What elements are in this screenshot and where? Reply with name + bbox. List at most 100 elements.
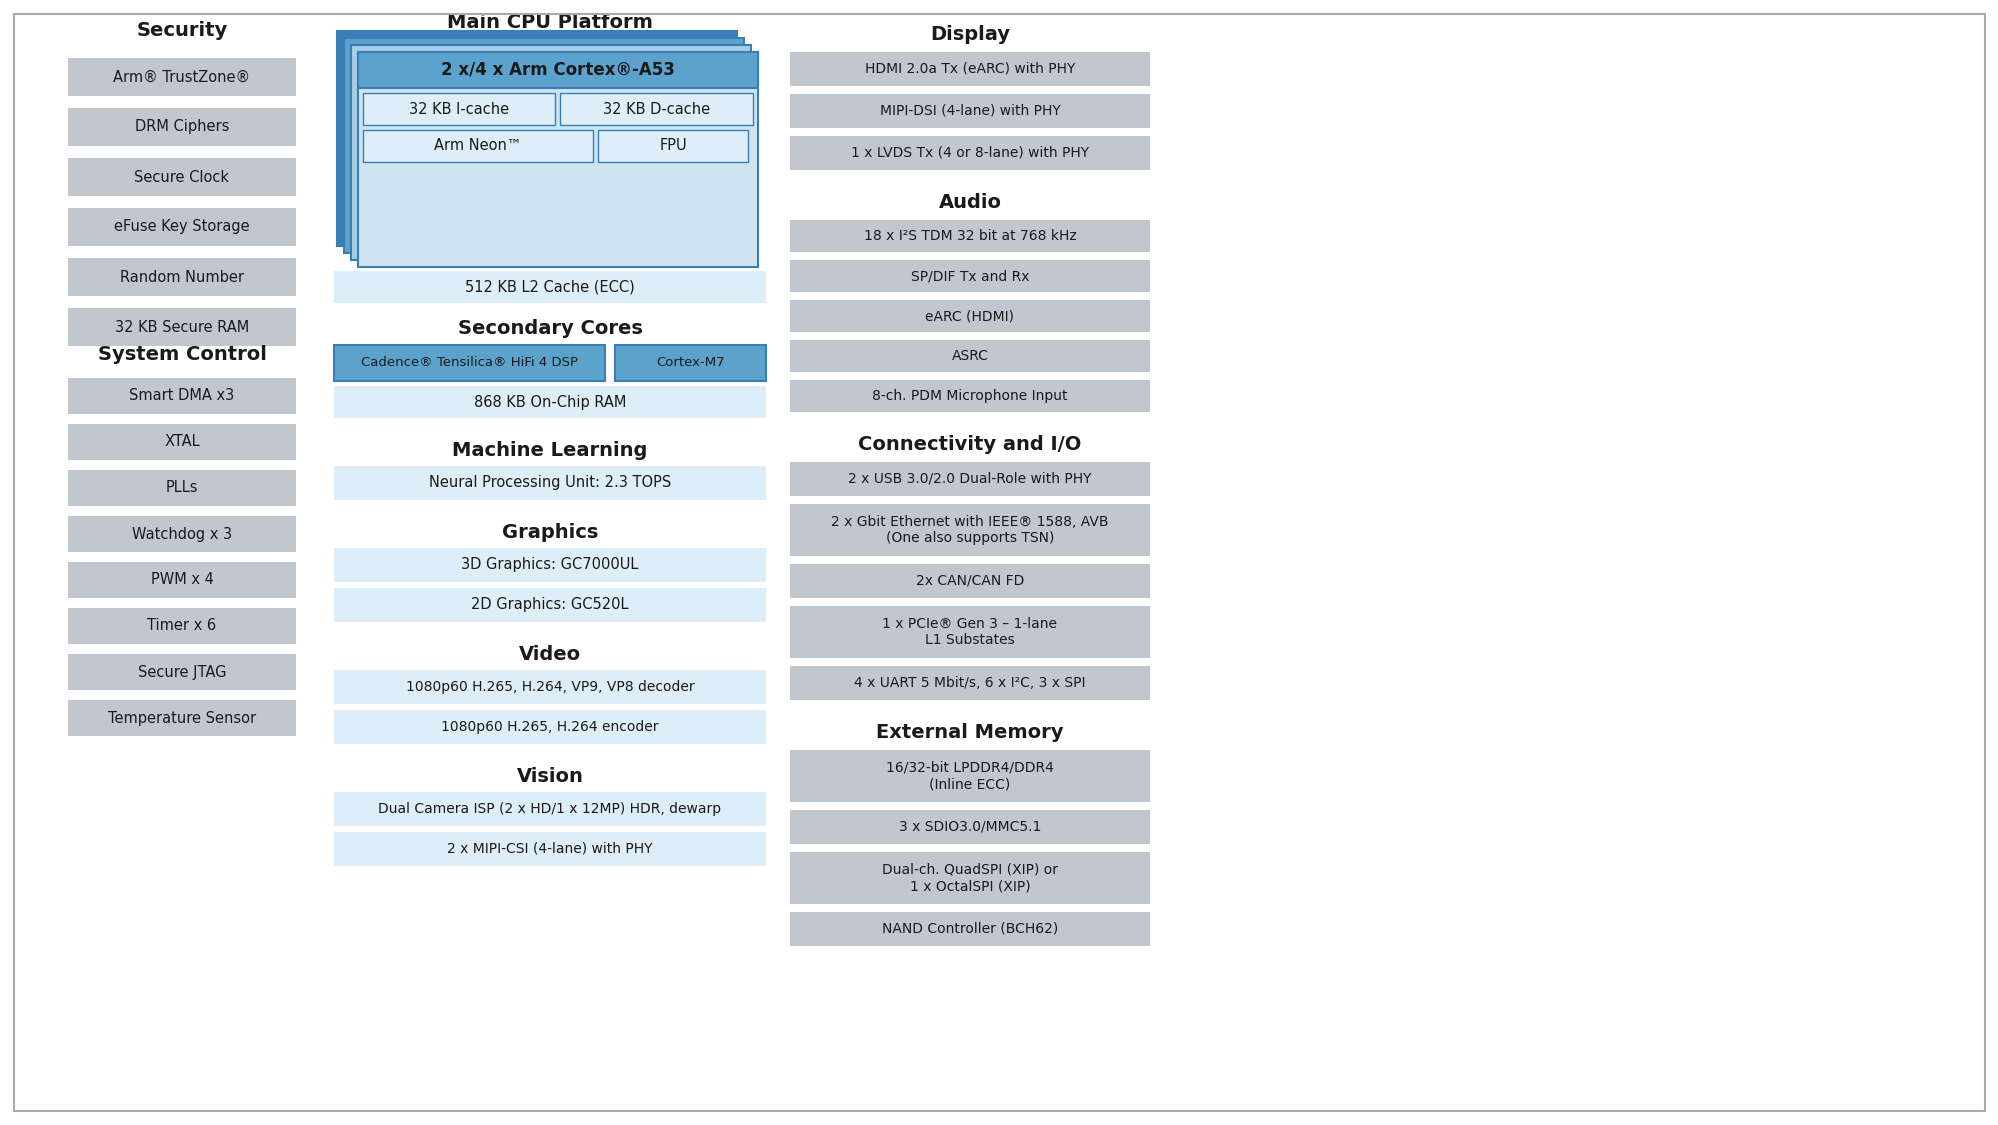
Text: HDMI 2.0a Tx (eARC) with PHY: HDMI 2.0a Tx (eARC) with PHY bbox=[865, 62, 1075, 76]
Text: eARC (HDMI): eARC (HDMI) bbox=[925, 309, 1015, 323]
Text: 2 x MIPI-CSI (4-lane) with PHY: 2 x MIPI-CSI (4-lane) with PHY bbox=[448, 842, 653, 856]
Bar bbox=[352, 45, 751, 260]
Text: SP/DIF Tx and Rx: SP/DIF Tx and Rx bbox=[911, 269, 1029, 284]
Text: Main CPU Platform: Main CPU Platform bbox=[448, 12, 653, 32]
Text: FPU: FPU bbox=[659, 138, 687, 153]
Bar bbox=[334, 588, 765, 622]
Text: PLLs: PLLs bbox=[166, 480, 198, 495]
Text: External Memory: External Memory bbox=[875, 722, 1063, 741]
Bar bbox=[789, 52, 1149, 86]
Text: Random Number: Random Number bbox=[120, 270, 244, 285]
Text: 32 KB I-cache: 32 KB I-cache bbox=[410, 101, 509, 117]
Bar bbox=[789, 462, 1149, 496]
Text: PWM x 4: PWM x 4 bbox=[150, 573, 214, 587]
Bar bbox=[789, 340, 1149, 372]
Text: 2x CAN/CAN FD: 2x CAN/CAN FD bbox=[915, 574, 1023, 588]
Bar bbox=[68, 208, 296, 246]
Bar bbox=[789, 94, 1149, 128]
Bar bbox=[334, 832, 765, 866]
Text: Neural Processing Unit: 2.3 TOPS: Neural Processing Unit: 2.3 TOPS bbox=[430, 476, 671, 490]
Bar bbox=[344, 38, 743, 253]
Text: 32 KB D-cache: 32 KB D-cache bbox=[603, 101, 709, 117]
Bar bbox=[358, 52, 757, 267]
Text: Cortex-M7: Cortex-M7 bbox=[655, 357, 725, 369]
Text: 8-ch. PDM Microphone Input: 8-ch. PDM Microphone Input bbox=[871, 389, 1067, 403]
Bar bbox=[789, 810, 1149, 844]
Bar bbox=[789, 564, 1149, 598]
Bar bbox=[789, 852, 1149, 904]
Bar bbox=[364, 93, 555, 125]
Text: 1 x PCIe® Gen 3 – 1-lane
L1 Substates: 1 x PCIe® Gen 3 – 1-lane L1 Substates bbox=[881, 616, 1057, 647]
Bar bbox=[338, 32, 737, 246]
Bar bbox=[789, 504, 1149, 556]
Text: Connectivity and I/O: Connectivity and I/O bbox=[857, 434, 1081, 453]
Bar bbox=[334, 670, 765, 704]
Bar bbox=[68, 562, 296, 598]
Text: eFuse Key Storage: eFuse Key Storage bbox=[114, 219, 250, 234]
Text: 16/32-bit LPDDR4/DDR4
(Inline ECC): 16/32-bit LPDDR4/DDR4 (Inline ECC) bbox=[885, 760, 1053, 791]
Bar bbox=[597, 130, 747, 162]
Bar bbox=[334, 386, 765, 418]
Bar bbox=[789, 750, 1149, 802]
Bar bbox=[789, 666, 1149, 700]
Bar bbox=[68, 308, 296, 346]
Bar bbox=[68, 378, 296, 414]
Text: System Control: System Control bbox=[98, 345, 266, 364]
Bar bbox=[364, 130, 593, 162]
Bar bbox=[334, 792, 765, 826]
Text: Dual-ch. QuadSPI (XIP) or
1 x OctalSPI (XIP): Dual-ch. QuadSPI (XIP) or 1 x OctalSPI (… bbox=[881, 863, 1057, 893]
Text: Dual Camera ISP (2 x HD/1 x 12MP) HDR, dewarp: Dual Camera ISP (2 x HD/1 x 12MP) HDR, d… bbox=[378, 802, 721, 816]
Text: 2 x USB 3.0/2.0 Dual-Role with PHY: 2 x USB 3.0/2.0 Dual-Role with PHY bbox=[847, 472, 1091, 486]
Text: 1080p60 H.265, H.264, VP9, VP8 decoder: 1080p60 H.265, H.264, VP9, VP8 decoder bbox=[406, 680, 693, 694]
Bar bbox=[68, 108, 296, 146]
Bar bbox=[334, 271, 765, 303]
Bar bbox=[68, 654, 296, 690]
Text: 18 x I²S TDM 32 bit at 768 kHz: 18 x I²S TDM 32 bit at 768 kHz bbox=[863, 229, 1075, 243]
Bar bbox=[68, 700, 296, 736]
Text: 3D Graphics: GC7000UL: 3D Graphics: GC7000UL bbox=[462, 558, 639, 573]
Text: DRM Ciphers: DRM Ciphers bbox=[134, 119, 230, 135]
Bar bbox=[789, 380, 1149, 412]
Bar bbox=[789, 912, 1149, 946]
Bar bbox=[68, 158, 296, 196]
Text: Cadence® Tensilica® HiFi 4 DSP: Cadence® Tensilica® HiFi 4 DSP bbox=[362, 357, 577, 369]
Text: Watchdog x 3: Watchdog x 3 bbox=[132, 526, 232, 541]
Text: Secure Clock: Secure Clock bbox=[134, 170, 230, 184]
Text: NAND Controller (BCH62): NAND Controller (BCH62) bbox=[881, 922, 1057, 936]
Bar bbox=[789, 606, 1149, 658]
Text: Machine Learning: Machine Learning bbox=[452, 441, 647, 459]
Text: 2 x Gbit Ethernet with IEEE® 1588, AVB
(One also supports TSN): 2 x Gbit Ethernet with IEEE® 1588, AVB (… bbox=[831, 515, 1109, 546]
Bar bbox=[334, 548, 765, 582]
Text: 32 KB Secure RAM: 32 KB Secure RAM bbox=[114, 319, 250, 334]
Text: Audio: Audio bbox=[937, 192, 1001, 212]
Text: Vision: Vision bbox=[515, 766, 583, 785]
Bar bbox=[789, 136, 1149, 170]
Text: Graphics: Graphics bbox=[501, 522, 597, 541]
Text: Security: Security bbox=[136, 20, 228, 39]
Text: MIPI-DSI (4-lane) with PHY: MIPI-DSI (4-lane) with PHY bbox=[879, 104, 1059, 118]
Bar bbox=[334, 710, 765, 744]
Text: Smart DMA x3: Smart DMA x3 bbox=[130, 388, 234, 404]
Bar bbox=[68, 258, 296, 296]
Text: Temperature Sensor: Temperature Sensor bbox=[108, 711, 256, 726]
Text: Video: Video bbox=[519, 645, 581, 664]
Bar bbox=[334, 466, 765, 500]
Bar bbox=[789, 220, 1149, 252]
Bar bbox=[615, 345, 765, 381]
Text: 868 KB On-Chip RAM: 868 KB On-Chip RAM bbox=[474, 395, 625, 410]
Bar bbox=[68, 58, 296, 96]
Text: Timer x 6: Timer x 6 bbox=[148, 619, 216, 633]
Bar bbox=[68, 608, 296, 643]
Bar bbox=[68, 516, 296, 552]
Bar bbox=[559, 93, 753, 125]
Text: 1080p60 H.265, H.264 encoder: 1080p60 H.265, H.264 encoder bbox=[442, 720, 659, 734]
Text: XTAL: XTAL bbox=[164, 434, 200, 450]
Bar bbox=[358, 52, 757, 88]
Text: 3 x SDIO3.0/MMC5.1: 3 x SDIO3.0/MMC5.1 bbox=[899, 820, 1041, 834]
Bar bbox=[789, 300, 1149, 332]
Text: Arm Neon™: Arm Neon™ bbox=[434, 138, 521, 153]
Bar bbox=[334, 345, 605, 381]
Bar bbox=[789, 260, 1149, 292]
Bar bbox=[68, 470, 296, 506]
Text: 2D Graphics: GC520L: 2D Graphics: GC520L bbox=[472, 597, 629, 612]
